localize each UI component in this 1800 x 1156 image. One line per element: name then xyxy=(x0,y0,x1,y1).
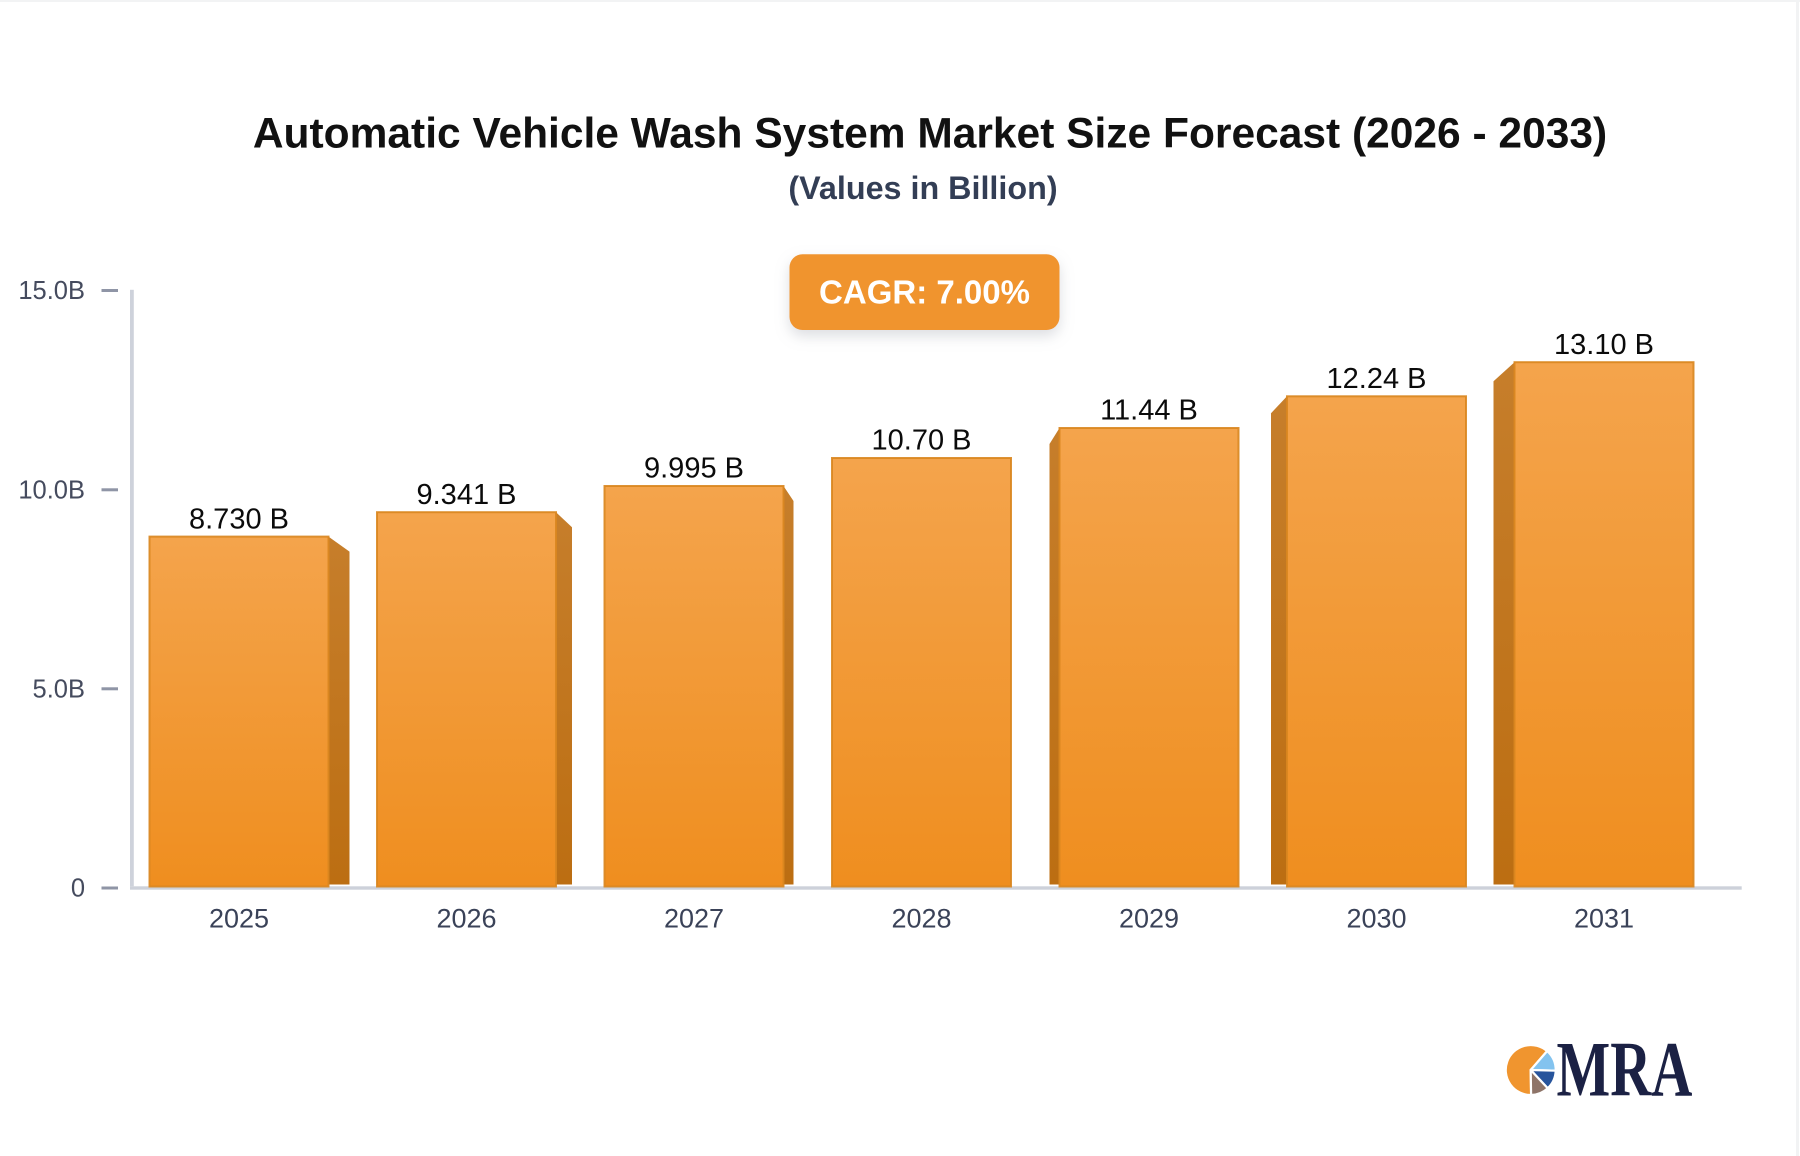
svg-text:2030: 2030 xyxy=(1346,904,1406,934)
svg-text:12.24 B: 12.24 B xyxy=(1327,363,1427,395)
svg-text:10.0B: 10.0B xyxy=(18,476,85,504)
svg-text:2029: 2029 xyxy=(1119,904,1179,934)
svg-text:5.0B: 5.0B xyxy=(33,675,85,703)
svg-text:9.341 B: 9.341 B xyxy=(417,479,517,511)
svg-text:MRA: MRA xyxy=(1557,1026,1693,1113)
svg-text:15.0B: 15.0B xyxy=(18,277,85,305)
svg-text:2028: 2028 xyxy=(891,904,951,934)
svg-text:13.10 B: 13.10 B xyxy=(1554,329,1654,361)
svg-text:2025: 2025 xyxy=(209,904,269,934)
svg-text:(Values in Billion): (Values in Billion) xyxy=(788,170,1057,206)
svg-text:2026: 2026 xyxy=(436,904,496,934)
svg-text:10.70 B: 10.70 B xyxy=(872,425,972,457)
svg-text:9.995 B: 9.995 B xyxy=(644,453,744,485)
svg-text:Automatic Vehicle Wash System: Automatic Vehicle Wash System Market Siz… xyxy=(253,111,1607,158)
svg-text:CAGR: 7.00%: CAGR: 7.00% xyxy=(819,274,1030,311)
svg-text:0: 0 xyxy=(71,875,85,903)
svg-text:2031: 2031 xyxy=(1574,904,1634,934)
svg-text:2027: 2027 xyxy=(664,904,724,934)
svg-text:11.44 B: 11.44 B xyxy=(1100,395,1198,427)
svg-text:8.730 B: 8.730 B xyxy=(189,503,289,535)
